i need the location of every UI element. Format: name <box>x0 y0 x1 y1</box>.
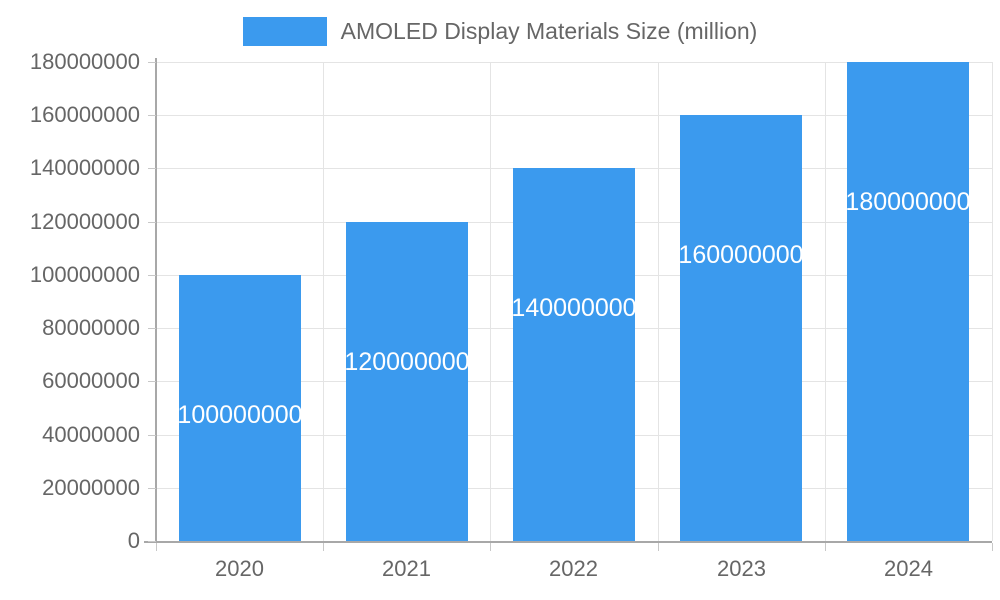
bar-2020[interactable] <box>179 275 301 541</box>
bar-2022[interactable] <box>513 168 635 541</box>
x-tick-label-2020: 2020 <box>215 556 264 581</box>
y-tick-label: 0 <box>127 528 140 553</box>
bar-2023[interactable] <box>680 115 802 541</box>
y-tick-mark <box>148 62 156 63</box>
chart-legend: AMOLED Display Materials Size (million) <box>0 10 1000 52</box>
gridline-vertical <box>992 62 993 541</box>
x-tick-mark <box>992 543 993 551</box>
x-tick-label-2024: 2024 <box>884 556 933 581</box>
y-tick-mark <box>148 275 156 276</box>
y-tick-mark <box>148 328 156 329</box>
x-tick-label-2023: 2023 <box>717 556 766 581</box>
x-axis-line <box>144 541 992 543</box>
y-tick-label: 140000000 <box>29 155 140 180</box>
y-tick-label: 40000000 <box>42 422 140 447</box>
y-tick-label: 180000000 <box>29 49 140 74</box>
y-tick-label: 80000000 <box>42 315 140 340</box>
y-tick-mark <box>148 541 156 542</box>
y-tick-label: 60000000 <box>42 368 140 393</box>
gridline-vertical <box>323 62 324 541</box>
legend-item-amoled[interactable]: AMOLED Display Materials Size (million) <box>242 16 758 46</box>
gridline-vertical <box>825 62 826 541</box>
x-tick-mark <box>658 543 659 551</box>
legend-color-swatch-icon <box>242 16 327 46</box>
x-tick-label-2021: 2021 <box>382 556 431 581</box>
x-tick-mark <box>490 543 491 551</box>
y-tick-mark <box>148 488 156 489</box>
bar-2021[interactable] <box>346 222 468 541</box>
y-tick-label: 120000000 <box>29 209 140 234</box>
y-tick-label: 20000000 <box>42 475 140 500</box>
x-tick-mark <box>323 543 324 551</box>
legend-item-label: AMOLED Display Materials Size (million) <box>340 17 758 44</box>
y-tick-label: 160000000 <box>29 102 140 127</box>
x-tick-mark <box>825 543 826 551</box>
x-tick-mark <box>156 543 157 551</box>
gridline-horizontal <box>156 62 992 63</box>
y-tick-mark <box>148 115 156 116</box>
y-tick-mark <box>148 435 156 436</box>
y-axis-line <box>155 58 157 543</box>
y-tick-mark <box>148 381 156 382</box>
bar-2024[interactable] <box>847 62 969 541</box>
gridline-horizontal <box>156 115 992 116</box>
plot-area <box>156 62 993 542</box>
y-tick-mark <box>148 168 156 169</box>
y-tick-mark <box>148 222 156 223</box>
y-tick-label: 100000000 <box>29 262 140 287</box>
gridline-vertical <box>658 62 659 541</box>
gridline-vertical <box>490 62 491 541</box>
x-tick-label-2022: 2022 <box>549 556 598 581</box>
